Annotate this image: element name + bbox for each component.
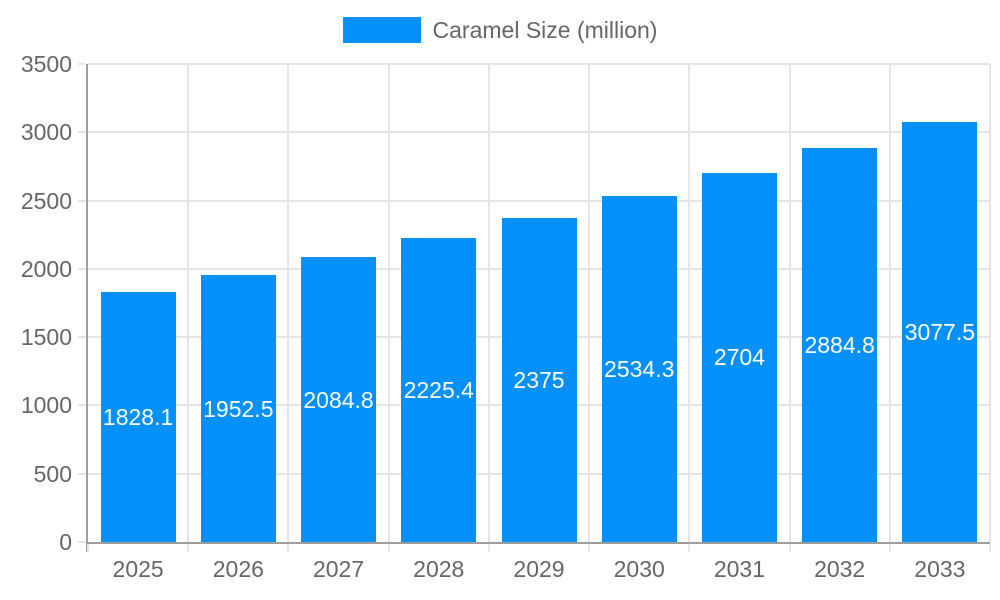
- x-tick-mark: [888, 544, 891, 552]
- x-axis-tick-label: 2033: [914, 556, 966, 582]
- y-axis-tick-label: 2000: [20, 255, 72, 282]
- legend-item-caramel-size[interactable]: Caramel Size (million): [342, 17, 658, 43]
- y-tick-mark: [78, 404, 86, 407]
- bar-2030: [601, 195, 677, 542]
- bar-value-label: 2534.3: [604, 355, 675, 382]
- x-axis-tick-label: 2032: [814, 556, 866, 582]
- bar-value-label: 3077.5: [904, 318, 976, 345]
- legend-color-swatch-icon: [342, 17, 421, 43]
- x-gridline: [187, 64, 190, 542]
- y-tick-mark: [78, 336, 86, 339]
- x-tick-mark: [588, 544, 591, 552]
- y-gridline: [88, 131, 990, 134]
- y-tick-mark: [78, 131, 86, 134]
- bar-value-label: 2704: [713, 344, 766, 371]
- x-axis-tick-label: 2029: [513, 556, 565, 582]
- bar-value-label: 1828.1: [102, 404, 174, 431]
- bar-2033: [902, 121, 978, 542]
- y-axis-tick-label: 2500: [20, 187, 72, 214]
- x-tick-mark: [688, 544, 691, 552]
- bar-value-label: 2084.8: [303, 386, 374, 413]
- bar-2028: [401, 238, 477, 542]
- x-tick-mark: [989, 544, 991, 552]
- x-axis-tick-label: 2028: [413, 556, 465, 582]
- x-tick-mark: [287, 544, 290, 552]
- chart-legend: Caramel Size (million): [0, 17, 1000, 43]
- bar-2029: [501, 217, 577, 542]
- x-axis-tick-label: 2025: [112, 556, 164, 582]
- x-gridline: [387, 64, 390, 542]
- y-tick-mark: [78, 472, 86, 475]
- y-axis-line: [86, 64, 88, 552]
- y-tick-mark: [78, 541, 86, 543]
- x-gridline: [989, 64, 991, 542]
- plot-area: 0 500 1000 1500 2000 2500 3000 3500 1828.1 2025 19…: [21, 51, 991, 582]
- y-tick-mark: [78, 267, 86, 270]
- bar-2027: [301, 257, 377, 542]
- bar-2031: [701, 172, 777, 542]
- x-gridline: [688, 64, 691, 542]
- x-gridline: [588, 64, 591, 542]
- y-axis-tick-label: 1000: [20, 392, 72, 419]
- x-tick-mark: [87, 544, 89, 552]
- x-tick-mark: [788, 544, 791, 552]
- y-gridline: [88, 63, 990, 65]
- x-axis-tick-label: 2026: [212, 556, 264, 582]
- x-tick-mark: [187, 544, 190, 552]
- y-axis-tick-label: 3500: [20, 51, 72, 77]
- x-tick-mark: [487, 544, 490, 552]
- x-axis-tick-label: 2027: [312, 556, 365, 582]
- bar-value-label: 2225.4: [403, 377, 474, 404]
- y-gridline: [88, 199, 990, 202]
- y-axis-tick-label: 0: [59, 529, 72, 555]
- x-gridline: [287, 64, 290, 542]
- bar-value-label: 1952.5: [203, 395, 274, 422]
- bar-2025: [100, 292, 176, 542]
- bar-value-label: 2884.8: [804, 332, 875, 358]
- y-tick-mark: [78, 199, 86, 202]
- x-tick-mark: [387, 544, 390, 552]
- bar-2032: [802, 148, 878, 542]
- x-axis-line: [86, 542, 990, 544]
- x-axis-tick-label: 2031: [713, 556, 766, 582]
- y-axis-tick-label: 1500: [20, 324, 72, 351]
- y-axis-tick-label: 3000: [20, 119, 72, 146]
- bar-value-label: 2375: [513, 366, 565, 393]
- x-gridline: [487, 64, 490, 542]
- legend-label: Caramel Size (million): [432, 17, 658, 43]
- x-axis-tick-label: 2030: [613, 556, 665, 582]
- y-axis-tick-label: 500: [33, 460, 72, 487]
- y-tick-mark: [78, 63, 86, 65]
- x-gridline: [888, 64, 891, 542]
- x-gridline: [788, 64, 791, 542]
- bar-2026: [200, 275, 276, 542]
